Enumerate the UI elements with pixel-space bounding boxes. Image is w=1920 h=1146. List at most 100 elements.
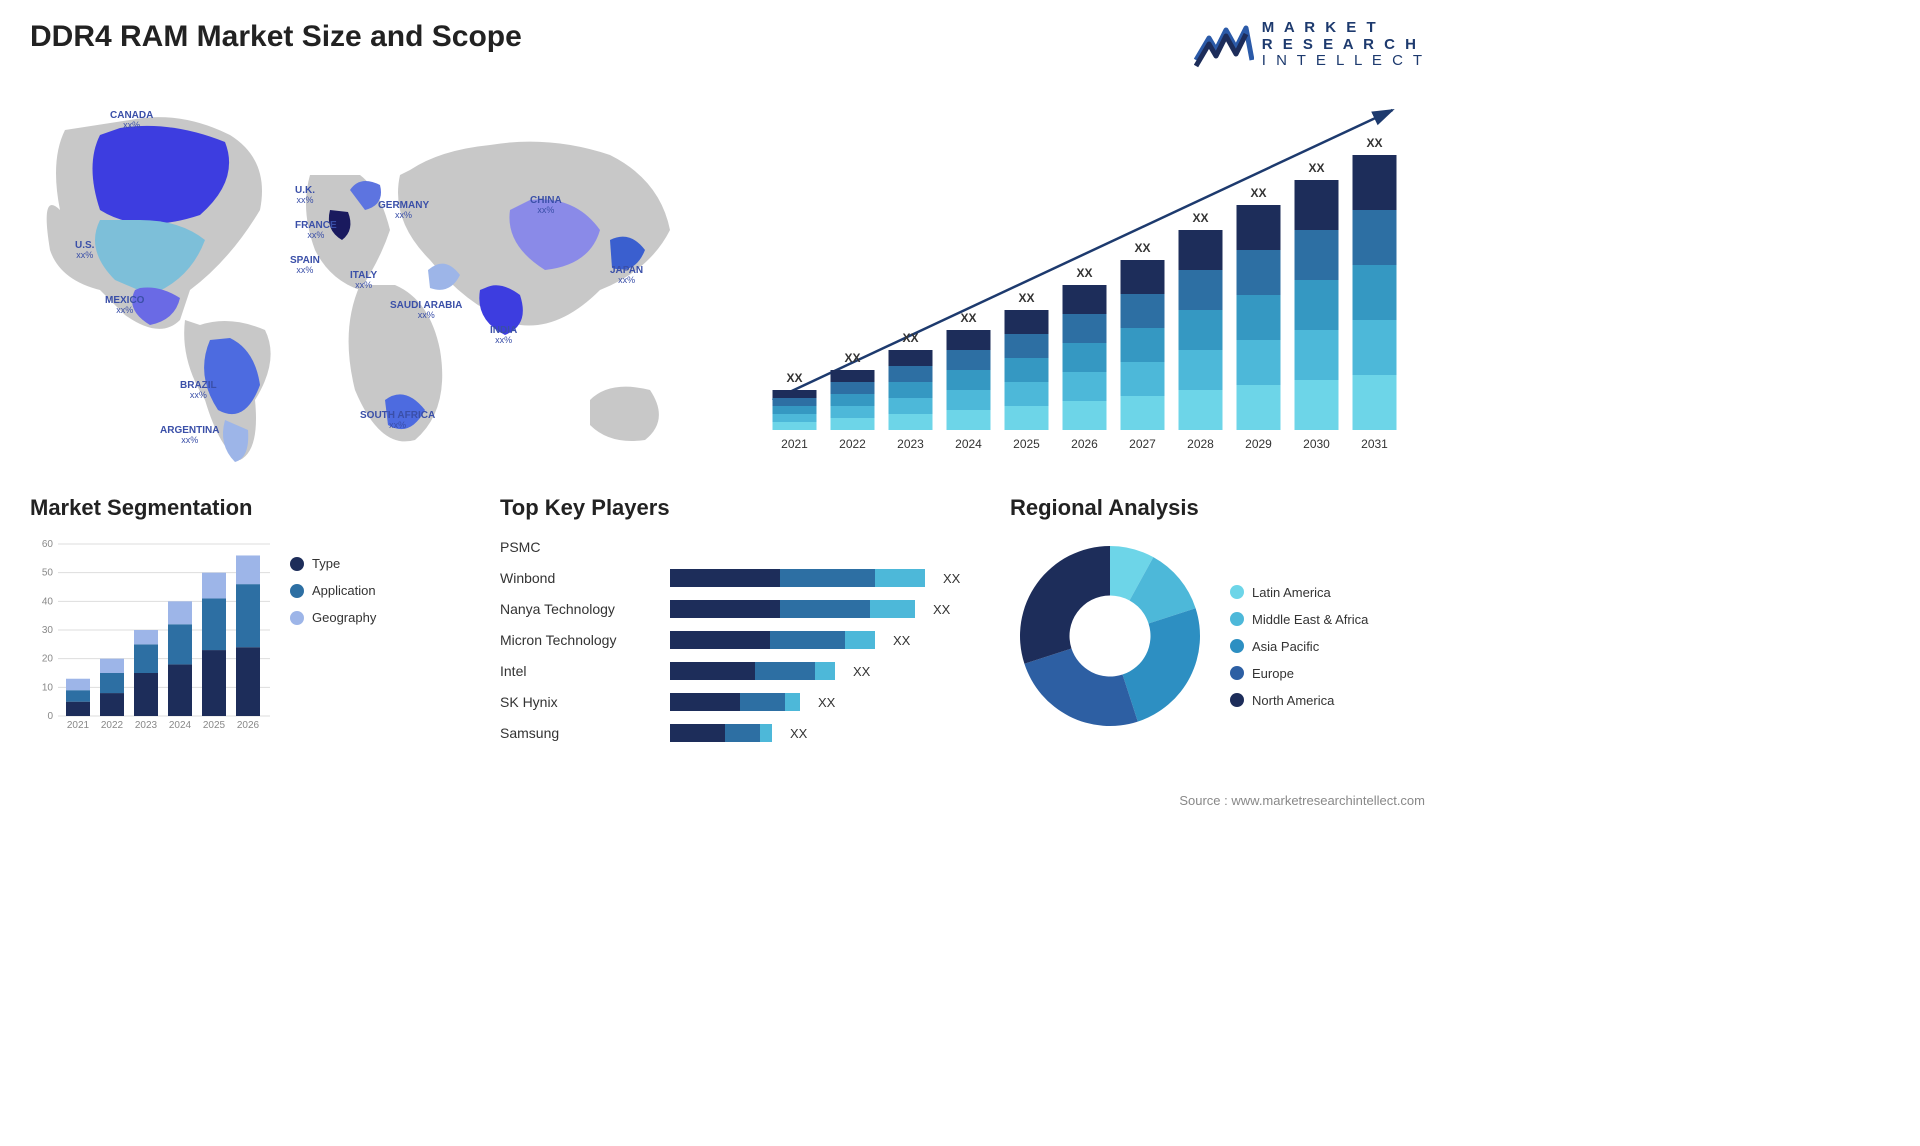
player-bar: [670, 724, 772, 742]
svg-text:60: 60: [42, 539, 54, 550]
player-name: PSMC: [500, 539, 660, 555]
svg-text:2021: 2021: [67, 720, 90, 731]
svg-text:2027: 2027: [1129, 437, 1156, 451]
growth-svg: XX 2021 XX 2022 XX 2023 XX 2024 XX 2025 XX 2026 XX 20…: [740, 80, 1425, 470]
region-legend-item: Middle East & Africa: [1230, 612, 1368, 627]
svg-text:2024: 2024: [169, 720, 192, 731]
segmentation-legend: Type Application Geography: [290, 536, 376, 736]
seg-legend-item: Application: [290, 583, 376, 598]
player-row: Nanya Technology XX: [500, 598, 970, 620]
player-value: XX: [893, 633, 910, 648]
svg-text:XX: XX: [1134, 241, 1150, 255]
svg-text:XX: XX: [1018, 291, 1034, 305]
map-label-china: CHINAxx%: [530, 195, 562, 216]
players-list: PSMCWinbondXXNanya TechnologyXXMicron Te…: [500, 536, 970, 744]
svg-text:2022: 2022: [839, 437, 866, 451]
source-text: Source : www.marketresearchintellect.com: [1179, 793, 1425, 808]
map-label-germany: GERMANYxx%: [378, 200, 429, 221]
brand-logo: M A R K E T R E S E A R C H I N T E L L …: [1194, 20, 1425, 70]
map-label-brazil: BRAZILxx%: [180, 380, 217, 401]
map-label-canada: CANADAxx%: [110, 110, 153, 131]
svg-text:20: 20: [42, 654, 54, 665]
map-label-france: FRANCExx%: [295, 220, 337, 241]
regional-title: Regional Analysis: [1010, 495, 1425, 521]
player-bar: [670, 662, 835, 680]
svg-text:2028: 2028: [1187, 437, 1214, 451]
svg-text:2026: 2026: [1071, 437, 1098, 451]
player-value: XX: [933, 602, 950, 617]
players-title: Top Key Players: [500, 495, 970, 521]
player-value: XX: [943, 571, 960, 586]
player-name: Intel: [500, 663, 660, 679]
svg-text:XX: XX: [1076, 266, 1092, 280]
svg-text:2022: 2022: [101, 720, 124, 731]
svg-text:2025: 2025: [203, 720, 226, 731]
player-bar: [670, 693, 800, 711]
player-bar: [670, 600, 915, 618]
region-legend-item: North America: [1230, 693, 1368, 708]
svg-text:2021: 2021: [781, 437, 808, 451]
seg-legend-item: Geography: [290, 610, 376, 625]
player-name: Samsung: [500, 725, 660, 741]
svg-text:XX: XX: [1366, 136, 1382, 150]
player-row: Samsung XX: [500, 722, 970, 744]
segmentation-section: Market Segmentation 01020304050602021202…: [30, 495, 460, 744]
players-section: Top Key Players PSMCWinbondXXNanya Techn…: [500, 495, 970, 744]
svg-text:XX: XX: [960, 311, 976, 325]
svg-text:XX: XX: [1192, 211, 1208, 225]
svg-text:30: 30: [42, 625, 54, 636]
svg-text:XX: XX: [1308, 161, 1324, 175]
player-bar: [670, 631, 875, 649]
logo-text-3: I N T E L L E C T: [1262, 53, 1425, 70]
player-value: XX: [853, 664, 870, 679]
player-bar: [670, 569, 925, 587]
map-label-saudiarabia: SAUDI ARABIAxx%: [390, 300, 462, 321]
segmentation-svg: 0102030405060202120222023202420252026: [30, 536, 270, 736]
svg-text:40: 40: [42, 596, 54, 607]
svg-text:2025: 2025: [1013, 437, 1040, 451]
svg-text:XX: XX: [786, 371, 802, 385]
donut-svg: [1010, 536, 1210, 736]
svg-text:50: 50: [42, 568, 54, 579]
map-label-argentina: ARGENTINAxx%: [160, 425, 219, 446]
seg-legend-item: Type: [290, 556, 376, 571]
player-row: Micron Technology XX: [500, 629, 970, 651]
svg-text:2026: 2026: [237, 720, 260, 731]
svg-text:2029: 2029: [1245, 437, 1272, 451]
svg-text:2023: 2023: [897, 437, 924, 451]
player-value: XX: [790, 726, 807, 741]
player-row: PSMC: [500, 536, 970, 558]
map-label-italy: ITALYxx%: [350, 270, 377, 291]
page-title: DDR4 RAM Market Size and Scope: [30, 20, 522, 54]
map-label-spain: SPAINxx%: [290, 255, 320, 276]
player-name: Winbond: [500, 570, 660, 586]
regional-section: Regional Analysis Latin America Middle Ea…: [1010, 495, 1425, 744]
map-label-uk: U.K.xx%: [295, 185, 315, 206]
svg-text:0: 0: [47, 711, 53, 722]
regional-legend: Latin America Middle East & Africa Asia Pa…: [1230, 565, 1368, 708]
region-legend-item: Latin America: [1230, 585, 1368, 600]
map-label-japan: JAPANxx%: [610, 265, 643, 286]
player-row: Winbond XX: [500, 567, 970, 589]
player-name: SK Hynix: [500, 694, 660, 710]
svg-text:XX: XX: [844, 351, 860, 365]
player-row: Intel XX: [500, 660, 970, 682]
svg-text:XX: XX: [902, 331, 918, 345]
logo-icon: [1194, 20, 1254, 70]
svg-text:2031: 2031: [1361, 437, 1388, 451]
svg-text:2024: 2024: [955, 437, 982, 451]
player-name: Nanya Technology: [500, 601, 660, 617]
logo-text-2: R E S E A R C H: [1262, 37, 1425, 54]
region-legend-item: Asia Pacific: [1230, 639, 1368, 654]
player-value: XX: [818, 695, 835, 710]
map-label-southafrica: SOUTH AFRICAxx%: [360, 410, 435, 431]
map-label-india: INDIAxx%: [490, 325, 517, 346]
map-label-mexico: MEXICOxx%: [105, 295, 144, 316]
svg-text:2023: 2023: [135, 720, 158, 731]
map-label-us: U.S.xx%: [75, 240, 94, 261]
player-row: SK Hynix XX: [500, 691, 970, 713]
region-legend-item: Europe: [1230, 666, 1368, 681]
logo-text-1: M A R K E T: [1262, 20, 1425, 37]
segmentation-title: Market Segmentation: [30, 495, 460, 521]
player-name: Micron Technology: [500, 632, 660, 648]
